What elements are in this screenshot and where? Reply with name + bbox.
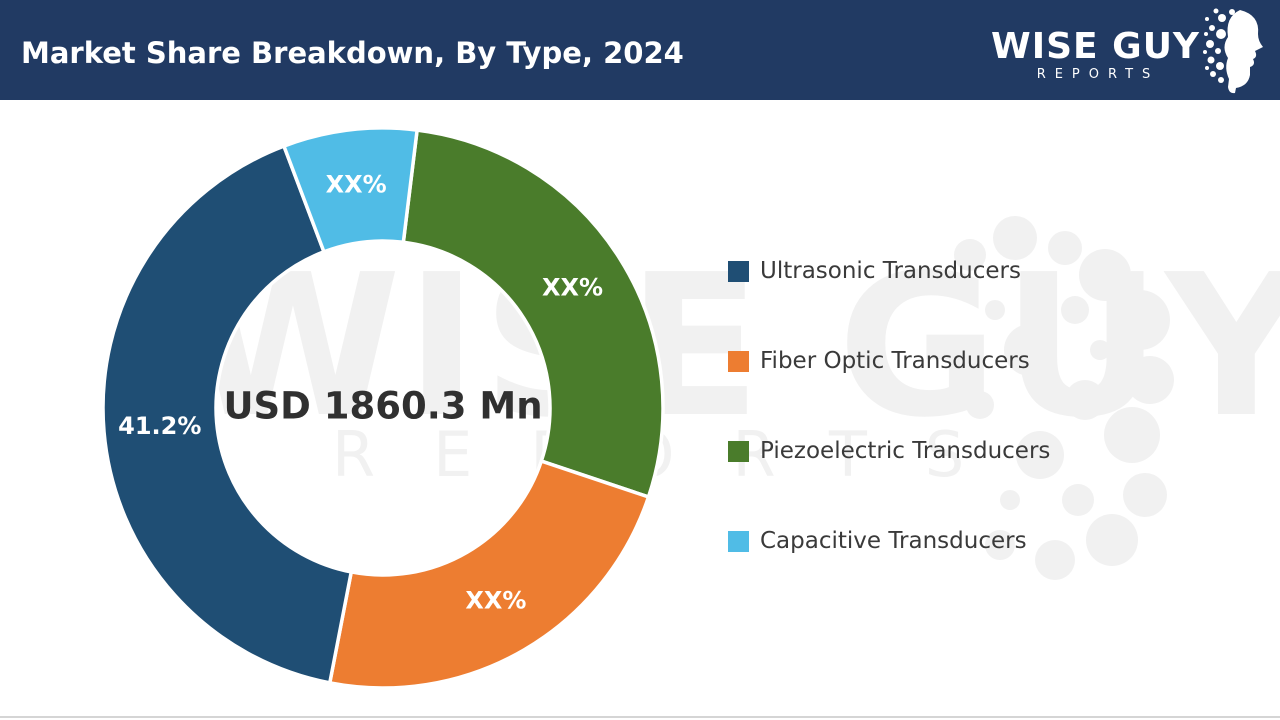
legend-label: Piezoelectric Transducers <box>760 438 1051 464</box>
legend-label: Fiber Optic Transducers <box>760 348 1030 374</box>
donut-chart: XX% XX% 41.2% XX% USD 1860.3 Mn <box>101 126 665 690</box>
donut-center-value: USD 1860.3 Mn <box>223 385 542 428</box>
donut-slice-capacitive-transducers <box>282 126 419 254</box>
wiseguy-logo-text: WISE GUY REPORTS <box>990 25 1200 82</box>
slice-value-label: XX% <box>542 274 603 302</box>
legend-item-piezoelectric-transducers: Piezoelectric Transducers <box>728 431 1050 471</box>
slice-value-label: 41.2% <box>118 412 201 440</box>
wiseguy-logo-name: WISE GUY <box>990 25 1200 67</box>
slice-value-label: XX% <box>326 171 387 199</box>
chart-legend: Ultrasonic Transducers Fiber Optic Transd… <box>728 251 1050 611</box>
legend-swatch-icon <box>728 440 749 462</box>
donut-slice-piezoelectric-transducers <box>401 128 665 499</box>
legend-label: Capacitive Transducers <box>760 528 1027 554</box>
footer-divider <box>0 716 1280 718</box>
donut-slice-fiber-optic-transducers <box>328 459 651 690</box>
legend-label: Ultrasonic Transducers <box>760 258 1021 284</box>
wiseguy-logo: WISE GUY REPORTS <box>991 6 1266 94</box>
legend-swatch-icon <box>728 530 749 552</box>
legend-item-fiber-optic-transducers: Fiber Optic Transducers <box>728 341 1050 381</box>
slice-value-label: XX% <box>465 587 526 615</box>
wiseguy-face-icon <box>1203 8 1263 94</box>
page-title: Market Share Breakdown, By Type, 2024 <box>21 36 684 70</box>
legend-swatch-icon <box>728 260 749 282</box>
legend-item-ultrasonic-transducers: Ultrasonic Transducers <box>728 251 1050 291</box>
watermark-face-dots <box>954 216 1174 580</box>
donut-slice-ultrasonic-transducers <box>101 144 353 685</box>
header-bar: Market Share Breakdown, By Type, 2024 WI… <box>0 0 1280 100</box>
legend-item-capacitive-transducers: Capacitive Transducers <box>728 521 1050 561</box>
wiseguy-logo-reports: REPORTS <box>1036 66 1160 82</box>
legend-swatch-icon <box>728 350 749 372</box>
